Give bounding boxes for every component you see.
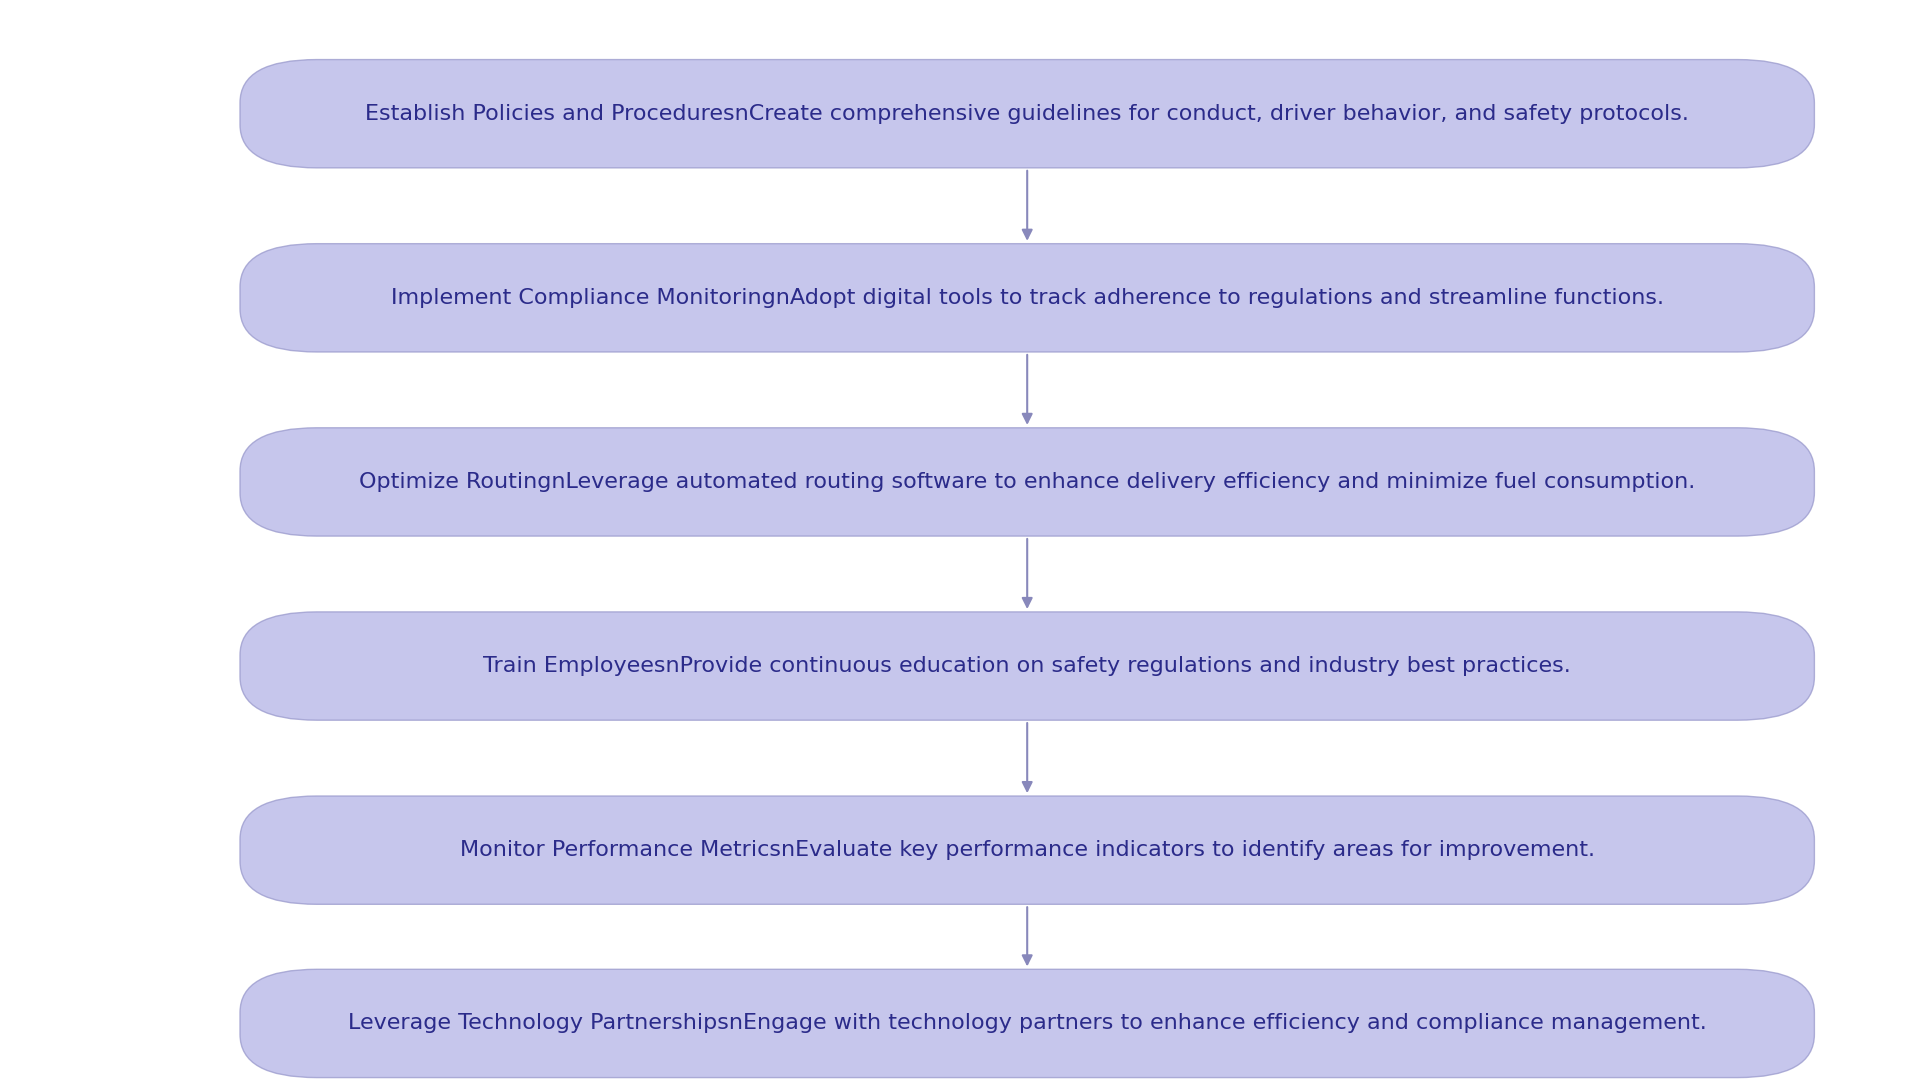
FancyBboxPatch shape <box>240 612 1814 720</box>
FancyBboxPatch shape <box>240 428 1814 536</box>
Text: Leverage Technology PartnershipsnEngage with technology partners to enhance effi: Leverage Technology PartnershipsnEngage … <box>348 1014 1707 1033</box>
FancyBboxPatch shape <box>240 969 1814 1078</box>
Text: Optimize RoutingnLeverage automated routing software to enhance delivery efficie: Optimize RoutingnLeverage automated rout… <box>359 472 1695 492</box>
Text: Implement Compliance MonitoringnAdopt digital tools to track adherence to regula: Implement Compliance MonitoringnAdopt di… <box>390 288 1665 308</box>
FancyBboxPatch shape <box>240 796 1814 904</box>
Text: Monitor Performance MetricsnEvaluate key performance indicators to identify area: Monitor Performance MetricsnEvaluate key… <box>459 840 1596 860</box>
Text: Train EmployeesnProvide continuous education on safety regulations and industry : Train EmployeesnProvide continuous educa… <box>484 656 1571 676</box>
FancyBboxPatch shape <box>240 60 1814 168</box>
FancyBboxPatch shape <box>240 244 1814 352</box>
Text: Establish Policies and ProceduresnCreate comprehensive guidelines for conduct, d: Establish Policies and ProceduresnCreate… <box>365 104 1690 123</box>
